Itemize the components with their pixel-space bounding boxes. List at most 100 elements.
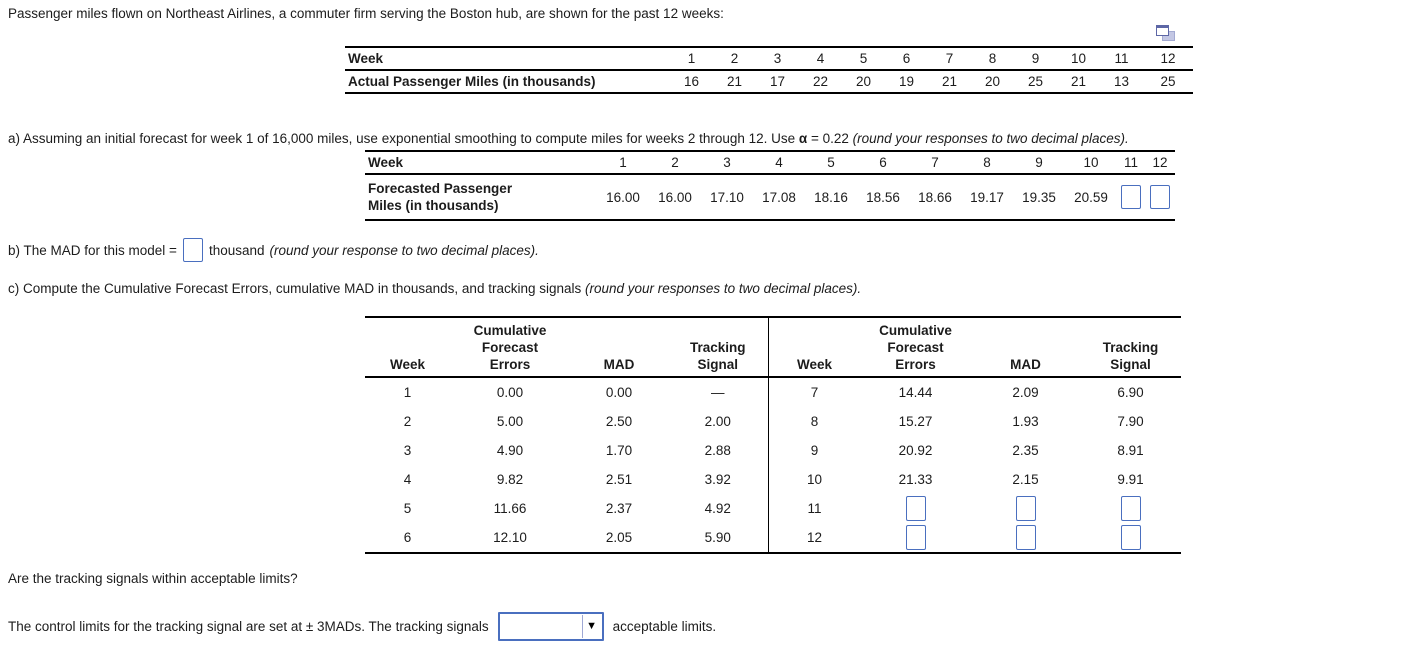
col-week-left: Week (365, 317, 450, 378)
ts-mad: 2.50 (605, 414, 633, 429)
ts-week: 9 (810, 443, 819, 458)
actual-week-12: 25 (1160, 74, 1176, 89)
actual-week-1: 16 (683, 74, 700, 89)
control-limits-line: The control limits for the tracking sign… (8, 611, 716, 641)
ts-cfe: 4.90 (496, 443, 524, 458)
week-12: 12 (1143, 47, 1193, 71)
ts-week-11-input[interactable] (1120, 496, 1141, 521)
part-b-prefix: b) The MAD for this model = (8, 242, 177, 258)
ts-week: 12 (806, 530, 823, 545)
ts-mad: 2.05 (605, 530, 633, 545)
forecast-week-11-input[interactable] (1121, 185, 1141, 209)
cfe-week-11-input[interactable] (905, 496, 926, 521)
mad-week-11-input[interactable] (1015, 496, 1036, 521)
ts-signal: — (711, 385, 725, 400)
signals-header-row-right: Week Cumulative Forecast Errors MAD Trac… (768, 317, 1181, 378)
ts-signal: 7.90 (1117, 414, 1144, 429)
ts-mad: 0.00 (605, 385, 633, 400)
part-a-note: (round your responses to two decimal pla… (852, 131, 1129, 146)
fweek-10: 10 (1065, 151, 1117, 175)
duplicate-window-icon[interactable] (1156, 25, 1176, 42)
control-limits-prefix: The control limits for the tracking sign… (8, 618, 489, 634)
tracking-signal-select[interactable]: ▼ (497, 611, 604, 641)
ts-signal: 3.92 (704, 472, 731, 487)
ts-week: 3 (403, 443, 412, 458)
ts-cfe: 14.44 (898, 385, 933, 400)
fweek-7: 7 (909, 151, 961, 175)
forecast-row-label-line1: Forecasted Passenger (368, 181, 513, 196)
alpha-symbol: α (798, 131, 808, 146)
ts-week-11-cell (1081, 494, 1181, 523)
ts-week: 6 (403, 530, 412, 545)
actual-miles-table: Week 1 2 3 4 5 6 7 8 9 10 11 12 Actual P… (345, 46, 1193, 94)
forecast-week-12-input[interactable] (1150, 185, 1170, 209)
fweek-2: 2 (649, 151, 701, 175)
ts-cfe: 21.33 (898, 472, 933, 487)
part-b-text: b) The MAD for this model = thousand (ro… (8, 237, 539, 263)
cfe-week-12-input[interactable] (905, 525, 926, 550)
ts-week: 2 (403, 414, 412, 429)
ts-week: 7 (810, 385, 819, 400)
table-row: 11 (769, 494, 1181, 523)
col-cfe-left: Cumulative Forecast Errors (450, 317, 570, 378)
fweek-9: 9 (1013, 151, 1065, 175)
mad-week-12-input[interactable] (1015, 525, 1036, 550)
ts-cfe: 5.00 (496, 414, 524, 429)
table-row: 6 12.10 2.05 5.90 (365, 523, 768, 553)
table-row-week: Week 1 2 3 4 5 6 7 8 9 10 11 12 (345, 47, 1193, 71)
forecast-week-5: 18.16 (814, 189, 848, 205)
ts-cfe: 20.92 (898, 443, 933, 458)
fweek-8: 8 (961, 151, 1013, 175)
forecast-week-11-cell (1117, 174, 1145, 220)
mad-week-11-cell (971, 494, 1081, 523)
ts-week-12-input[interactable] (1120, 525, 1141, 550)
col-week-right: Week (768, 317, 861, 378)
cfe-week-12-cell (861, 523, 971, 553)
actual-week-4: 22 (812, 74, 829, 89)
forecast-table: Week 1 2 3 4 5 6 7 8 9 10 11 12 Forecast… (365, 150, 1175, 221)
ts-signal: 9.91 (1117, 472, 1144, 487)
ts-cfe: 15.27 (898, 414, 933, 429)
ts-signal: 6.90 (1117, 385, 1144, 400)
actual-miles-row-label: Actual Passenger Miles (in thousands) (348, 74, 596, 89)
forecast-week-header-row: Week 1 2 3 4 5 6 7 8 9 10 11 12 (365, 151, 1175, 175)
ts-mad: 2.37 (605, 501, 633, 516)
week-7: 7 (928, 47, 971, 71)
actual-week-10: 21 (1070, 74, 1087, 89)
fweek-6: 6 (857, 151, 909, 175)
signals-table-left: Week Cumulative Forecast Errors MAD Trac… (365, 316, 769, 554)
col-cfe-line1: Cumulative (473, 323, 547, 338)
forecast-row-label-line2: Miles (in thousands) (368, 198, 499, 213)
fweek-4: 4 (753, 151, 805, 175)
actual-week-5: 20 (855, 74, 872, 89)
table-row: 2 5.00 2.50 2.00 (365, 407, 768, 436)
week-10: 10 (1057, 47, 1100, 71)
actual-week-3: 17 (769, 74, 786, 89)
week-5: 5 (842, 47, 885, 71)
table-row: 4 9.82 2.51 3.92 (365, 465, 768, 494)
ts-mad: 2.35 (1012, 443, 1039, 458)
col-mad-right: MAD (970, 317, 1081, 378)
actual-week-8: 20 (984, 74, 1001, 89)
ts-mad: 2.15 (1012, 472, 1039, 487)
fweek-11: 11 (1117, 151, 1145, 175)
problem-statement: Passenger miles flown on Northeast Airli… (8, 6, 724, 21)
ts-cfe: 12.10 (493, 530, 527, 545)
ts-week: 1 (403, 385, 412, 400)
table-row: 5 11.66 2.37 4.92 (365, 494, 768, 523)
week-3: 3 (756, 47, 799, 71)
actual-week-11: 13 (1113, 74, 1130, 89)
signals-table: Week Cumulative Forecast Errors MAD Trac… (365, 316, 1181, 554)
mad-input[interactable] (182, 238, 203, 262)
col-mad-left: MAD (570, 317, 668, 378)
week-row-label: Week (345, 47, 670, 71)
col-cfe-line2: Forecast (887, 340, 944, 355)
duplicate-window-icon-front (1156, 25, 1169, 36)
ts-mad: 2.51 (605, 472, 633, 487)
actual-week-2: 21 (726, 74, 743, 89)
fweek-3: 3 (701, 151, 753, 175)
forecast-week-6: 18.56 (866, 189, 900, 205)
ts-cfe: 9.82 (496, 472, 524, 487)
ts-mad: 1.93 (1012, 414, 1039, 429)
